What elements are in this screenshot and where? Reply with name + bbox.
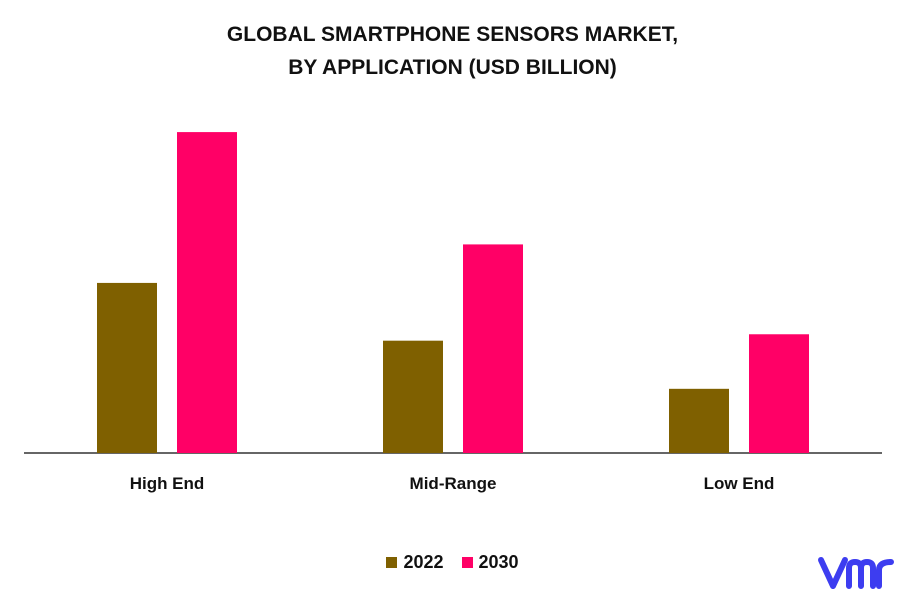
bar-high-end-2030 bbox=[177, 132, 237, 453]
x-tick-label-low-end: Low End bbox=[704, 474, 775, 493]
bar-high-end-2022 bbox=[97, 282, 157, 453]
x-tick-label-mid-range: Mid-Range bbox=[410, 474, 497, 493]
bar-low-end-2022 bbox=[669, 388, 729, 453]
chart-title-line-2: BY APPLICATION (USD BILLION) bbox=[288, 56, 617, 79]
legend-label-2030: 2030 bbox=[478, 552, 519, 572]
bar-low-end-2030 bbox=[749, 334, 809, 453]
chart-title: GLOBAL SMARTPHONE SENSORS MARKET, BY APP… bbox=[0, 18, 905, 84]
legend-label-2022: 2022 bbox=[403, 552, 444, 572]
legend: 2022 2030 bbox=[0, 552, 905, 573]
bar-mid-range-2030 bbox=[463, 244, 523, 453]
legend-item-2022: 2022 bbox=[386, 552, 444, 573]
x-tick-label-high-end: High End bbox=[130, 474, 205, 493]
bar-mid-range-2022 bbox=[383, 340, 443, 453]
legend-swatch-2022 bbox=[386, 557, 398, 568]
legend-swatch-2030 bbox=[461, 557, 473, 568]
vmr-logo-icon bbox=[818, 557, 894, 589]
legend-item-2030: 2030 bbox=[461, 552, 519, 573]
chart-title-line-1: GLOBAL SMARTPHONE SENSORS MARKET, bbox=[226, 23, 679, 46]
